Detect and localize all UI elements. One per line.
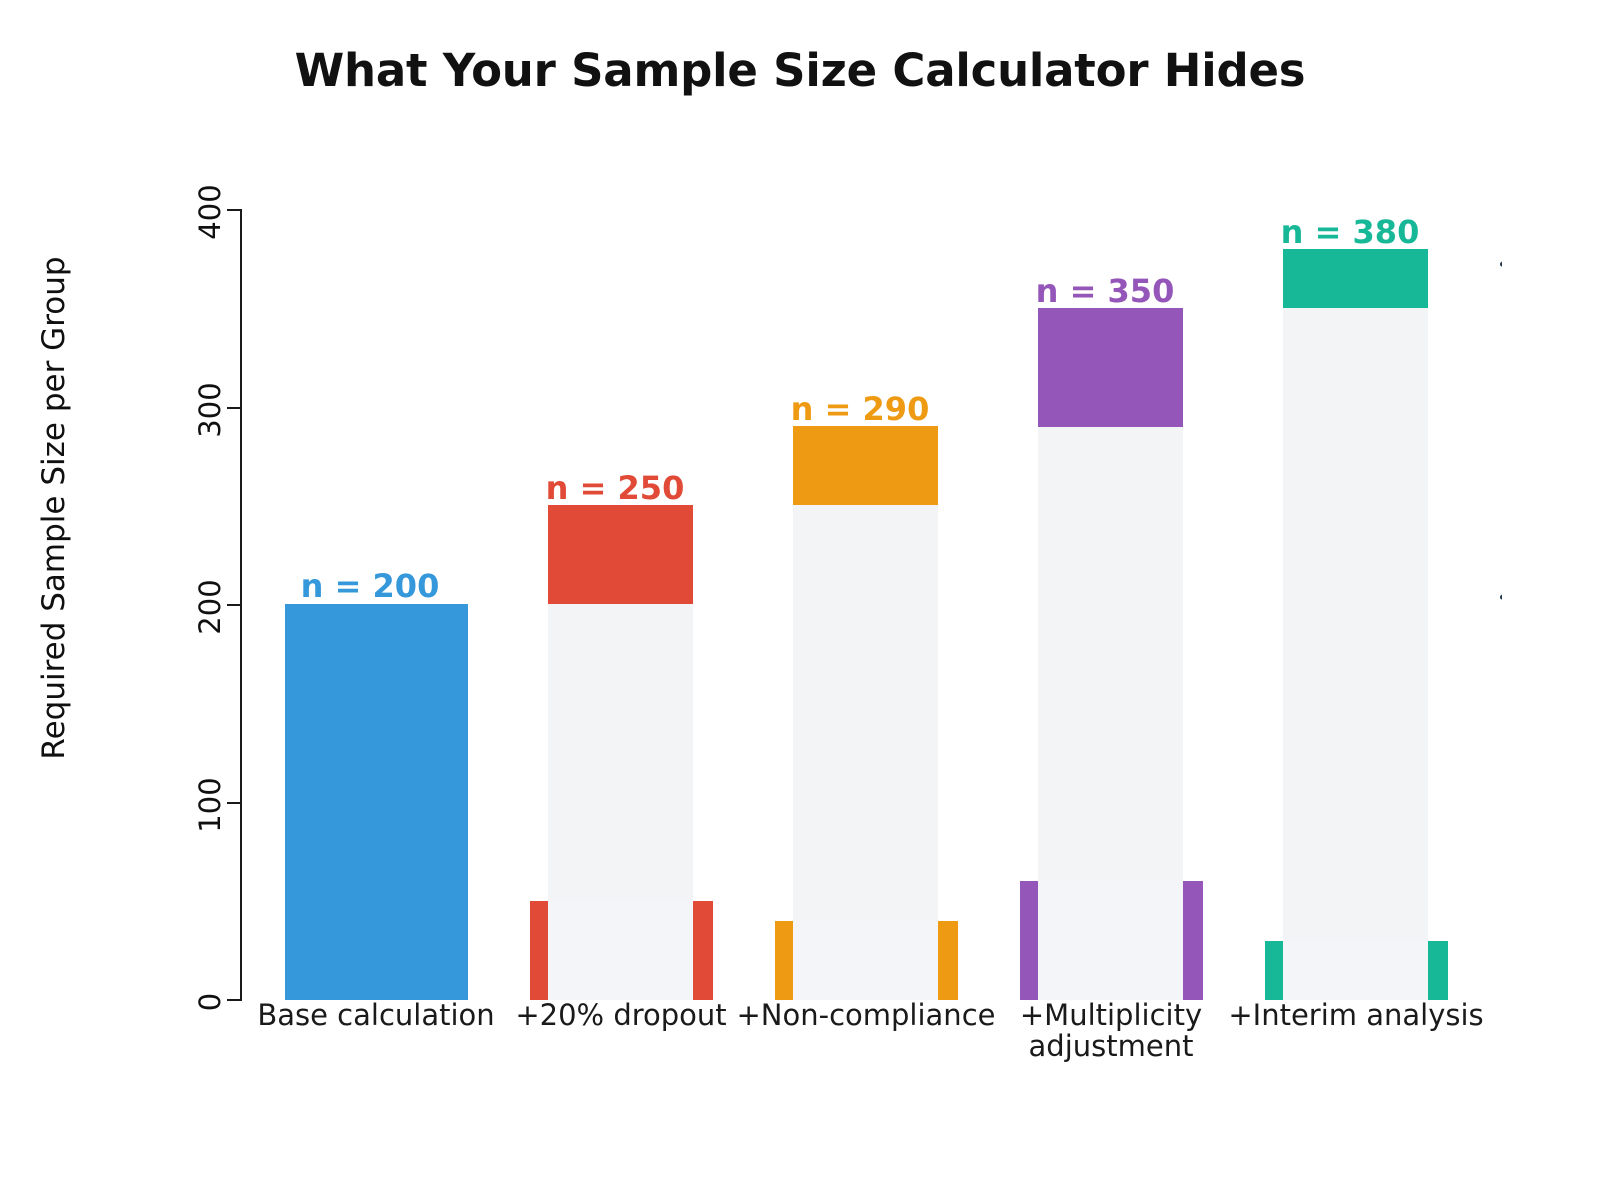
x-tick-label-4-line2: adjustment [1028,1029,1194,1064]
bar-increment-1[interactable] [303,604,448,1000]
edge-annotation-2: ‹ [1498,581,1502,612]
bar-increment-3[interactable] [793,426,938,505]
y-axis-title: Required Sample Size per Group [36,256,72,760]
bar-increment-2[interactable] [548,505,693,604]
bar-track-5 [1283,249,1428,1000]
x-tick-label-4-line1: +Multiplicity [1019,998,1203,1032]
x-tick-label-5: +Interim analysis [1216,998,1496,1032]
page-title: What Your Sample Size Calculator Hides [294,44,1306,97]
bar-track-overlay-2 [548,901,693,1000]
bar-track-3 [793,426,938,1000]
x-tick-label-2-line1: +20% dropout [515,998,727,1032]
bar-value-label-3: n = 290 [790,390,930,428]
bar-increment-5[interactable] [1283,249,1428,308]
y-tick-mark-0 [227,999,240,1001]
bar-value-label-2: n = 250 [545,469,685,507]
y-axis-spine [240,209,242,1001]
y-tick-mark-200 [227,604,240,606]
bar-track-overlay-3 [793,921,938,1000]
edge-annotation-1: ‹ [1498,248,1502,279]
y-tick-mark-100 [227,802,240,804]
x-tick-label-4: +Multiplicity adjustment [971,998,1251,1064]
x-tick-label-3: +Non-compliance [726,998,1006,1032]
y-tick-label-0: 0 [193,992,227,1012]
y-tick-mark-400 [227,209,240,211]
x-tick-label-3-line1: +Non-compliance [736,998,996,1032]
x-tick-label-5-line1: +Interim analysis [1228,998,1484,1032]
y-tick-label-100: 100 [193,777,227,833]
y-tick-label-200: 200 [193,579,227,635]
bar-value-label-1: n = 200 [300,567,440,605]
y-tick-mark-300 [227,407,240,409]
x-tick-label-2: +20% dropout [481,998,761,1032]
bar-value-label-5: n = 380 [1280,213,1420,251]
x-tick-label-1: Base calculation [236,998,516,1032]
y-tick-label-300: 300 [193,382,227,438]
bar-value-label-4: n = 350 [1035,272,1175,310]
bar-increment-4[interactable] [1038,308,1183,427]
bar-track-overlay-5 [1283,941,1428,1000]
x-tick-label-1-line1: Base calculation [257,998,495,1032]
bar-track-overlay-4 [1038,881,1183,1000]
y-tick-label-400: 400 [193,184,227,240]
